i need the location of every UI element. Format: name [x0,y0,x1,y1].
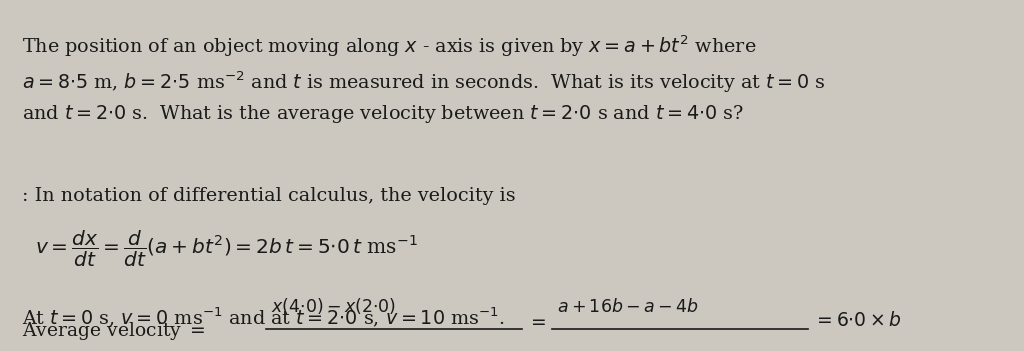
Text: Average velocity $=$: Average velocity $=$ [23,320,206,342]
Text: $a+16b-a-4b$: $a+16b-a-4b$ [557,298,698,316]
Text: At $t=0$ s, $v=0$ ms$^{-1}$ and at $t=2{\cdot}0$ s, $v=10$ ms$^{-1}$.: At $t=0$ s, $v=0$ ms$^{-1}$ and at $t=2{… [23,306,505,330]
Text: $v = \dfrac{dx}{dt} = \dfrac{d}{dt}(a + bt^2) = 2b\,t = 5{\cdot}0\,t$ ms$^{-1}$: $v = \dfrac{dx}{dt} = \dfrac{d}{dt}(a + … [35,229,418,269]
Text: $x(4{\cdot}0)-x(2{\cdot}0)$: $x(4{\cdot}0)-x(2{\cdot}0)$ [271,296,396,316]
Text: The position of an object moving along $x$ - axis is given by $x=a+bt^2$ where
$: The position of an object moving along $… [23,34,826,125]
Text: : In notation of differential calculus, the velocity is: : In notation of differential calculus, … [23,187,516,205]
Text: $=$: $=$ [527,312,547,330]
Text: $=6{\cdot}0\times b$: $=6{\cdot}0\times b$ [813,311,902,330]
